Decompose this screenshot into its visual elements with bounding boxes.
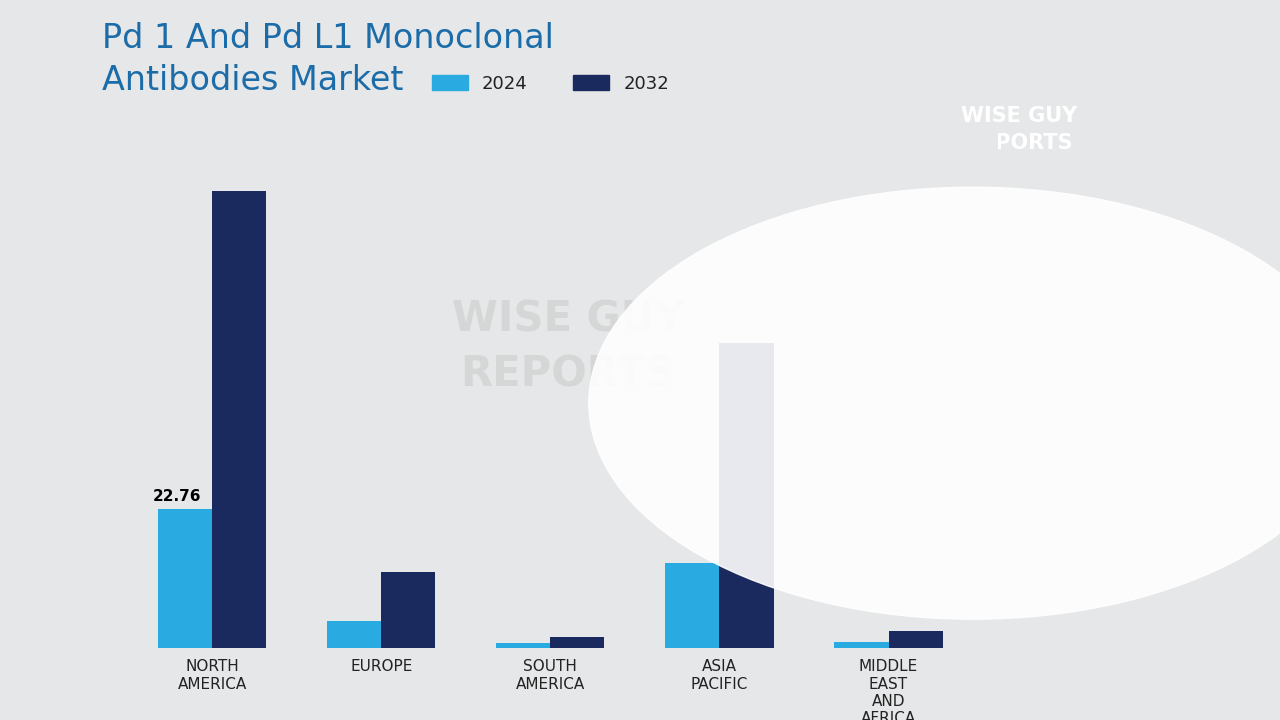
Text: WISE GUY
REPORTS: WISE GUY REPORTS <box>452 299 685 396</box>
Bar <box>159 509 212 648</box>
Text: 22.76: 22.76 <box>152 490 201 504</box>
Legend: 2024, 2032: 2024, 2032 <box>422 66 678 102</box>
Bar <box>666 562 719 648</box>
Bar <box>328 621 381 648</box>
Text: WISE GUY
REPORTS: WISE GUY REPORTS <box>960 107 1076 153</box>
Text: Pd 1 And Pd L1 Monoclonal
Antibodies Market: Pd 1 And Pd L1 Monoclonal Antibodies Mar… <box>102 22 554 96</box>
Bar <box>888 631 942 648</box>
Bar <box>719 343 773 648</box>
Bar <box>381 572 435 648</box>
Bar <box>550 637 604 648</box>
Bar <box>835 642 888 648</box>
Bar <box>212 191 266 648</box>
Bar <box>497 643 550 648</box>
